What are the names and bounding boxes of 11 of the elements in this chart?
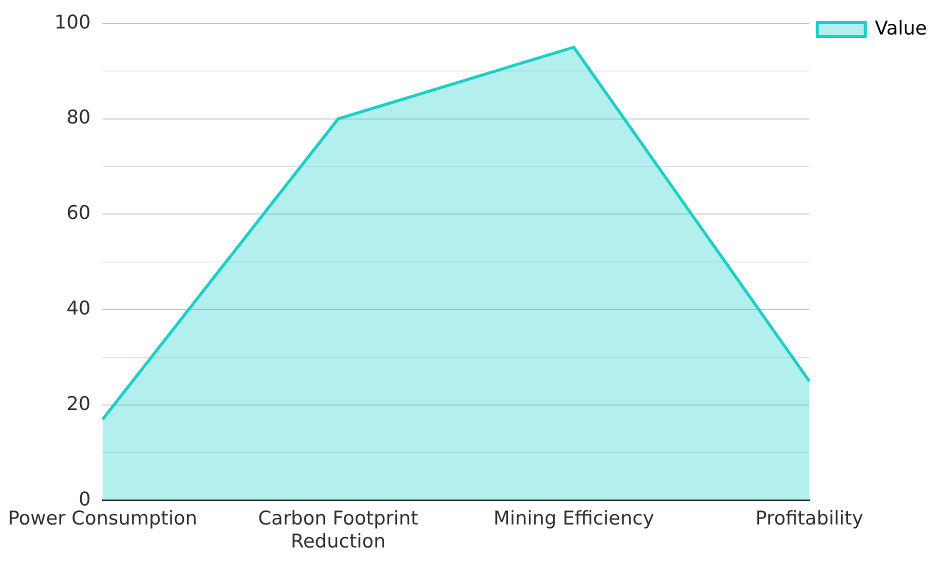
- x-tick-label: Carbon Footprint Reduction: [258, 508, 418, 553]
- y-tick-label: 80: [66, 106, 91, 129]
- x-tick-label: Profitability: [755, 508, 864, 530]
- x-tick-label: Power Consumption: [8, 508, 198, 530]
- y-tick-label: 40: [66, 298, 91, 320]
- y-tick-label: 100: [54, 11, 91, 34]
- y-tick-label: 0: [78, 488, 91, 510]
- legend-label: Value: [874, 17, 928, 40]
- y-tick-label: 20: [66, 392, 91, 415]
- y-tick-label: 60: [66, 202, 91, 224]
- x-tick-label: Mining Efficiency: [493, 508, 654, 530]
